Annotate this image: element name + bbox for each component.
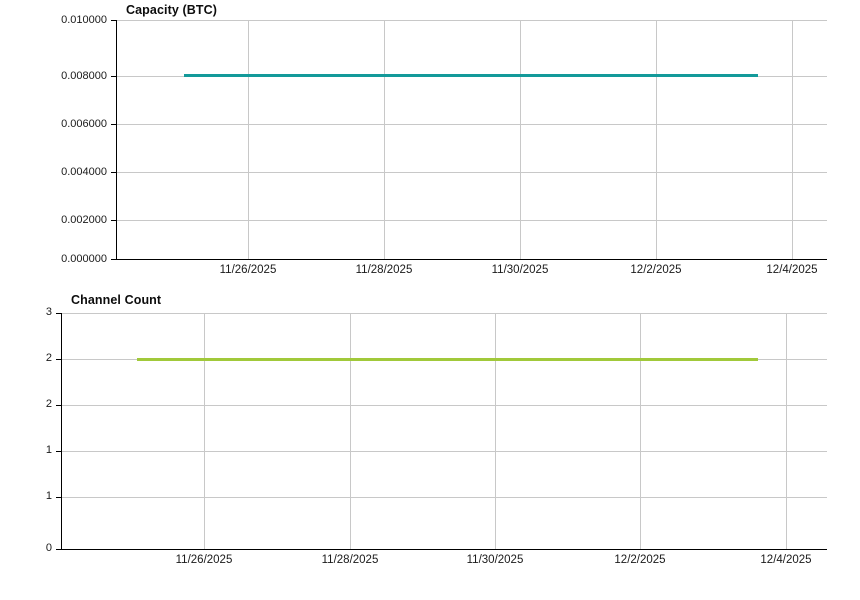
channels-y-label-1: 2 — [45, 352, 52, 364]
capacity-x-label-4: 12/4/2025 — [766, 264, 818, 276]
channels-y-tick-2 — [56, 405, 61, 406]
channels-y-label-5: 0 — [45, 542, 52, 554]
channels-y-tick-3 — [56, 451, 61, 452]
capacity-gridline-h-4 — [116, 220, 827, 221]
capacity-y-tick-3 — [111, 172, 116, 173]
capacity-x-axis — [116, 259, 827, 260]
channels-y-label-2: 2 — [45, 398, 52, 410]
capacity-x-label-3: 12/2/2025 — [630, 264, 682, 276]
capacity-gridline-h-3 — [116, 172, 827, 173]
capacity-gridline-h-0 — [116, 20, 827, 21]
capacity-gridline-v-4 — [792, 20, 793, 259]
channels-x-label-3: 12/2/2025 — [614, 554, 666, 566]
channels-gridline-h-2 — [61, 405, 827, 406]
channels-y-tick-1 — [56, 359, 61, 360]
capacity-y-label-3: 0.004000 — [61, 166, 107, 178]
channels-gridline-v-2 — [495, 313, 496, 549]
capacity-gridline-v-2 — [520, 20, 521, 259]
capacity-y-label-4: 0.002000 — [61, 214, 107, 226]
capacity-y-axis — [116, 20, 117, 260]
capacity-series-line — [184, 74, 758, 77]
capacity-gridline-v-0 — [248, 20, 249, 259]
capacity-x-label-1: 11/28/2025 — [355, 264, 413, 276]
capacity-x-label-0: 11/26/2025 — [219, 264, 277, 276]
channels-y-tick-5 — [56, 549, 61, 550]
channels-gridline-h-3 — [61, 451, 827, 452]
capacity-y-label-0: 0.010000 — [61, 14, 107, 26]
channels-gridline-h-4 — [61, 497, 827, 498]
capacity-chart-panel: Capacity (BTC) 0.010000 0.008000 0.00600… — [0, 0, 860, 290]
channel-count-series-line — [137, 358, 758, 361]
channel-count-chart-panel: Channel Count 3 2 2 1 1 0 11/26/2025 11/… — [0, 290, 860, 600]
channels-y-tick-4 — [56, 497, 61, 498]
capacity-y-label-5: 0.000000 — [61, 253, 107, 265]
channels-y-label-4: 1 — [45, 490, 52, 502]
capacity-y-tick-4 — [111, 220, 116, 221]
capacity-y-label-2: 0.006000 — [61, 118, 107, 130]
capacity-y-tick-5 — [111, 259, 116, 260]
capacity-y-tick-0 — [111, 20, 116, 21]
channels-y-label-0: 3 — [45, 306, 52, 318]
channels-x-label-4: 12/4/2025 — [760, 554, 812, 566]
capacity-y-tick-2 — [111, 124, 116, 125]
capacity-y-tick-1 — [111, 76, 116, 77]
capacity-chart-title: Capacity (BTC) — [126, 3, 217, 17]
channels-x-label-0: 11/26/2025 — [175, 554, 233, 566]
channels-gridline-v-1 — [350, 313, 351, 549]
capacity-y-label-1: 0.008000 — [61, 70, 107, 82]
channels-x-label-1: 11/28/2025 — [321, 554, 379, 566]
channel-count-chart-title: Channel Count — [71, 293, 162, 307]
channels-gridline-v-3 — [640, 313, 641, 549]
channels-x-axis — [61, 549, 827, 550]
capacity-gridline-v-3 — [656, 20, 657, 259]
channels-gridline-h-0 — [61, 313, 827, 314]
channels-gridline-v-4 — [786, 313, 787, 549]
channels-y-tick-0 — [56, 313, 61, 314]
channels-y-label-3: 1 — [45, 444, 52, 456]
channels-x-label-2: 11/30/2025 — [466, 554, 524, 566]
channels-gridline-v-0 — [204, 313, 205, 549]
capacity-gridline-h-2 — [116, 124, 827, 125]
capacity-x-label-2: 11/30/2025 — [491, 264, 549, 276]
channels-y-axis — [61, 313, 62, 550]
capacity-gridline-v-1 — [384, 20, 385, 259]
